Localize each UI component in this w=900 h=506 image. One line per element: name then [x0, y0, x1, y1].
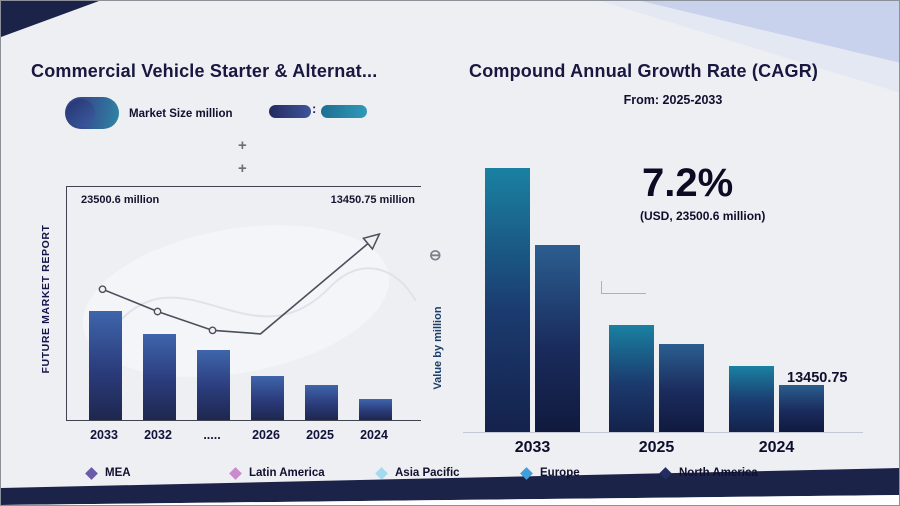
trend-line: [102, 243, 369, 335]
left-chart-bars: [78, 187, 408, 420]
right-chart-group-2024: 2024: [729, 157, 824, 456]
left-chart-plot-area: 23500.6 million 13450.75 million: [66, 186, 421, 421]
right-category-label: 2033: [514, 439, 551, 456]
left-chart-bar-2026: [250, 375, 284, 420]
left-category-label: 2033: [90, 428, 118, 442]
trend-arrowhead-icon: [362, 232, 381, 251]
plus-icon: +: [238, 160, 247, 177]
left-chart-bar-2032: [142, 333, 176, 420]
corner-triangle-top-left: [1, 1, 99, 37]
step-line-decoration: [601, 281, 646, 294]
left-chart-title: Commercial Vehicle Starter & Alternat...: [31, 61, 378, 81]
left-chart-column: [132, 187, 186, 420]
left-chart-column: [348, 187, 402, 420]
left-chart-column: [240, 187, 294, 420]
left-chart-bar-2025: [304, 385, 338, 420]
left-chart-bar-2024: [358, 399, 392, 420]
pill-separator: :: [312, 101, 317, 116]
trend-marker-icon: [208, 326, 217, 335]
market-size-legend-label: Market Size million: [129, 108, 233, 120]
teal-pill-icon: [321, 105, 367, 118]
right-chart-group-2025: 2025: [609, 157, 704, 456]
corner-band-light: [601, 1, 899, 93]
left-category-label: 2032: [144, 428, 172, 442]
trend-line-overlay: [98, 232, 381, 335]
right-chart-bar-2024-s1: [779, 385, 824, 432]
market-size-capsule-icon: [65, 97, 119, 129]
plus-icon: +: [238, 137, 247, 154]
value-axis-label: Value by million: [432, 306, 444, 390]
bottom-white-strip: [1, 495, 899, 505]
end-value-annotation: 13450.75 million: [330, 194, 415, 206]
right-chart-bar-2033-s0: [485, 168, 530, 432]
right-chart-value-label: 13450.75: [787, 370, 848, 386]
right-chart-bar-2033-s1: [535, 245, 580, 432]
right-chart-bar-2024-s0: [729, 366, 774, 432]
corner-triangle-top-right: [641, 1, 899, 63]
left-chart-column: [186, 187, 240, 420]
right-chart-bar-2025-s1: [659, 344, 704, 432]
start-value-annotation: 23500.6 million: [81, 194, 160, 206]
trend-marker-icon: [153, 307, 162, 316]
bottom-band: [1, 468, 899, 505]
minus-circle-icon: ⊖: [429, 247, 442, 264]
right-category-label: 2025: [638, 439, 675, 456]
capsule-dot-icon: [67, 99, 95, 127]
left-category-label: 2026: [252, 428, 280, 442]
cagr-percentage: 7.2%: [642, 161, 734, 205]
right-category-label: 2024: [758, 439, 795, 456]
left-chart-column: [78, 187, 132, 420]
right-chart-title: Compound Annual Growth Rate (CAGR): [469, 61, 819, 81]
left-category-label: 2025: [306, 428, 334, 442]
left-chart-bar-2033: [88, 310, 122, 420]
watermark-swirl: [110, 267, 417, 332]
right-chart-subtitle: From: 2025-2033: [623, 93, 723, 107]
left-chart-category-axis: 2033 2032..... 2026 2025 2024: [77, 428, 407, 442]
cagr-usd-note: (USD, 23500.6 million): [640, 209, 766, 223]
left-chart-column: [294, 187, 348, 420]
navy-pill-icon: [269, 105, 311, 118]
left-chart-bar-.....: [196, 350, 230, 420]
left-category-label: .....: [203, 428, 221, 442]
future-market-report-label: FUTURE MARKET REPORT: [40, 224, 52, 374]
trend-marker-icon: [98, 285, 107, 294]
left-category-label: 2024: [360, 428, 388, 442]
right-chart-group-2033: 2033: [485, 157, 580, 456]
right-chart-bar-2025-s0: [609, 324, 654, 432]
right-chart-plot-area: 2033 2025 2024: [463, 157, 863, 456]
